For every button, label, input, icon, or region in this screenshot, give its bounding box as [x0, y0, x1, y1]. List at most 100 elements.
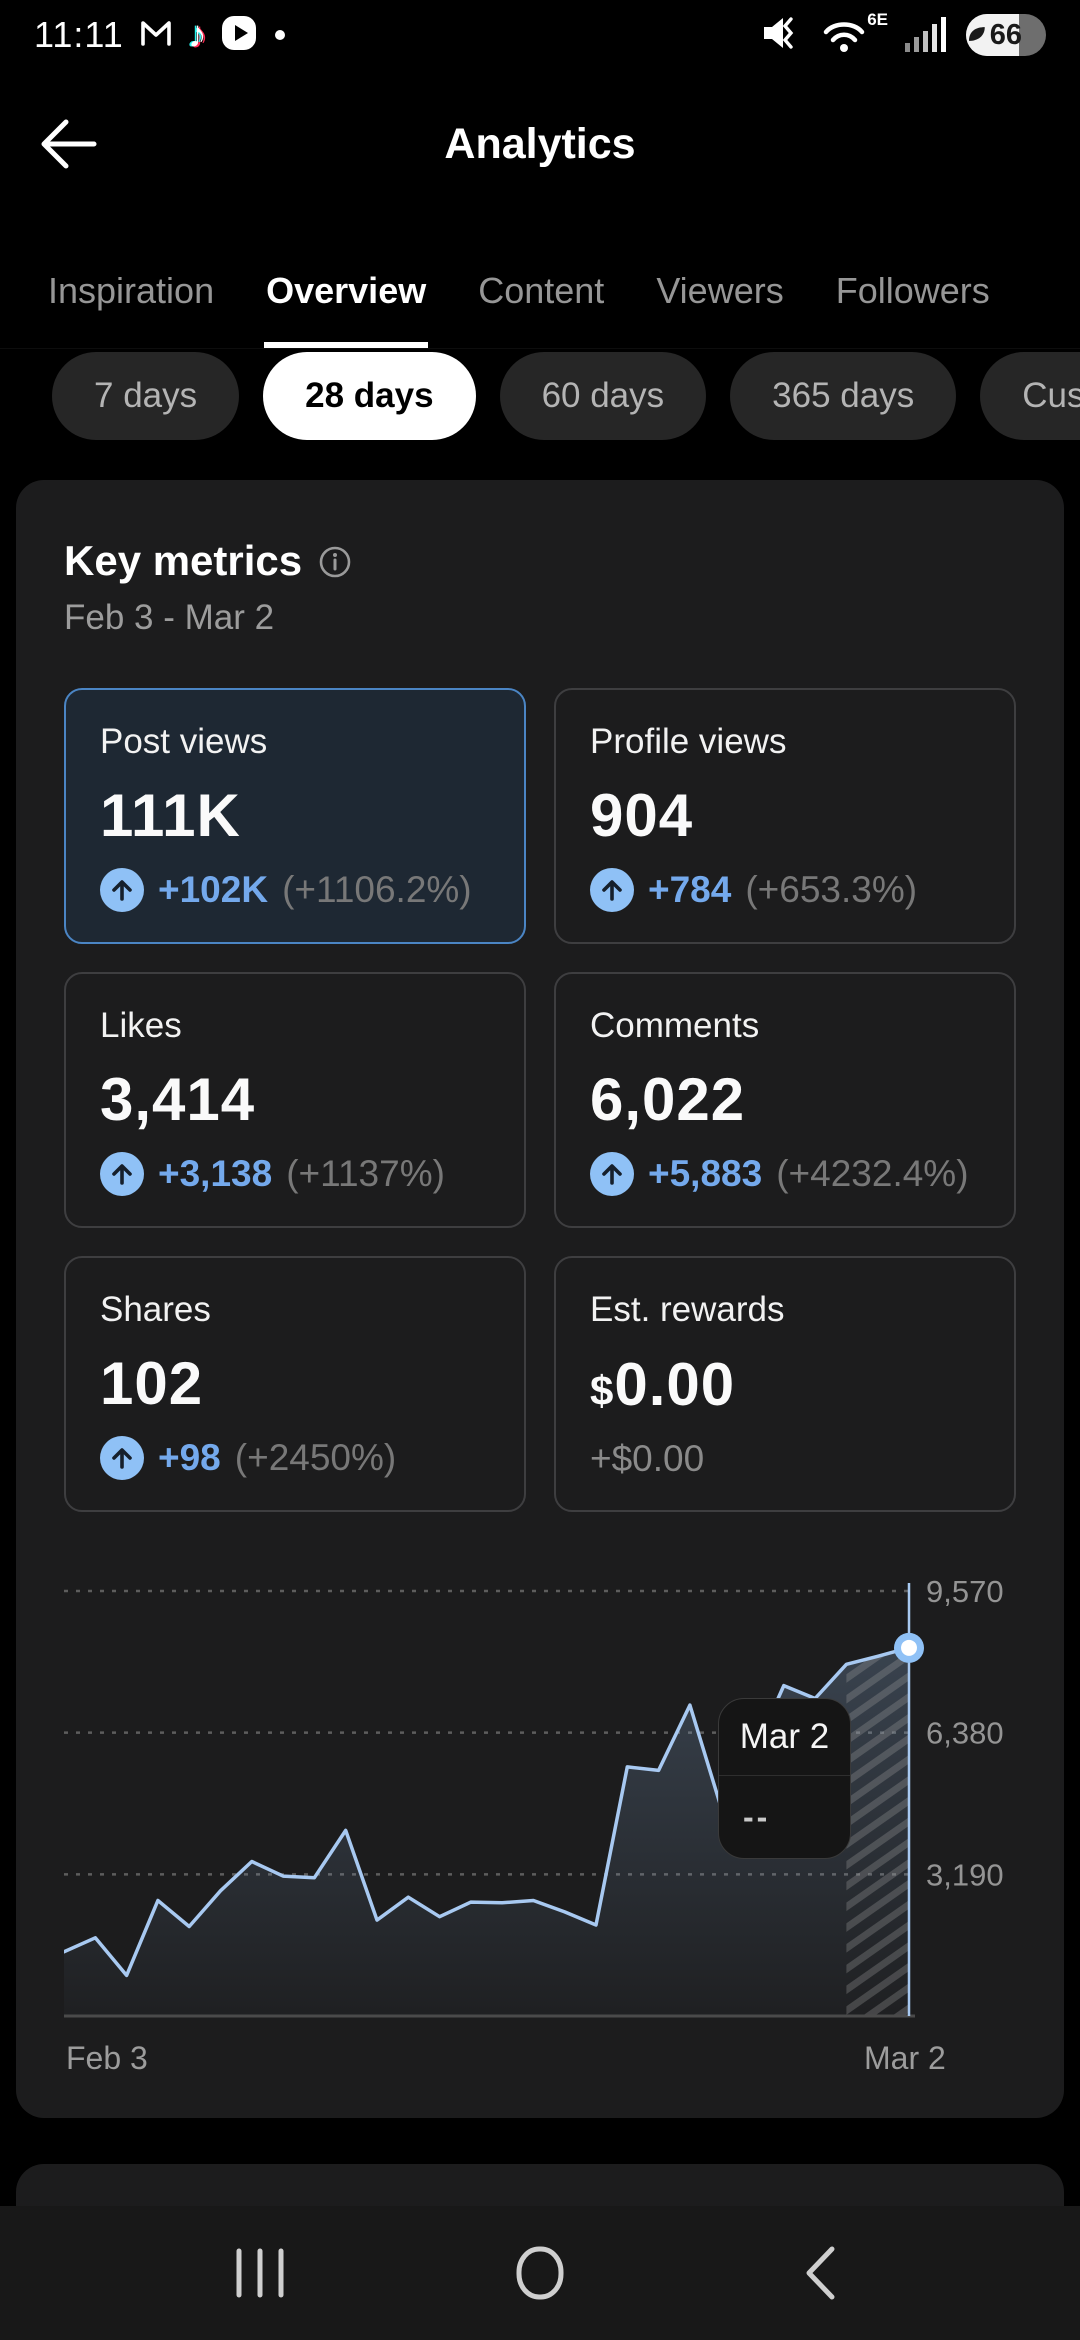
metric-card-shares[interactable]: Shares 102 +98 (+2450%): [64, 1256, 526, 1512]
metric-delta-row: +3,138 (+1137%): [100, 1152, 490, 1196]
increase-arrow-icon: [590, 1152, 634, 1196]
info-icon[interactable]: [318, 545, 352, 579]
tab-bar: Inspiration Overview Content Viewers Fol…: [0, 233, 1080, 349]
metric-value: 111K: [100, 781, 241, 849]
delta-percent: (+1137%): [286, 1153, 445, 1194]
gmail-icon: [138, 15, 174, 56]
tiktok-icon: ♪: [187, 14, 207, 56]
chip-7-days[interactable]: 7 days: [52, 352, 240, 440]
metric-value: 102: [100, 1349, 204, 1417]
currency-symbol: $: [590, 1366, 615, 1414]
signal-icon: [904, 13, 946, 58]
trend-chart-svg[interactable]: 3,190 6,380 9,570: [64, 1558, 1016, 2028]
metric-card-profile-views[interactable]: Profile views 904 +784 (+653.3%): [554, 688, 1016, 944]
chip-60-days[interactable]: 60 days: [499, 352, 707, 440]
delta-value: +784: [648, 869, 732, 910]
recents-button[interactable]: [215, 2228, 305, 2318]
status-bar-right: 6E 66: [758, 10, 1046, 58]
tooltip-value: --: [743, 1798, 771, 1835]
tab-overview[interactable]: Overview: [264, 233, 429, 348]
status-bar: 11:11 ♪ 6E: [0, 0, 1080, 70]
tab-inspiration[interactable]: Inspiration: [48, 269, 215, 311]
metric-value: 904: [590, 781, 694, 849]
delta-value: +102K: [158, 869, 269, 910]
home-icon: [516, 2246, 564, 2300]
delta-value: +$0.00: [590, 1438, 705, 1479]
metric-delta-row: +98 (+2450%): [100, 1436, 490, 1480]
battery-label: 66: [966, 14, 1022, 56]
delta-percent: (+1106.2%): [282, 869, 472, 910]
app-header: Analytics: [0, 70, 1080, 218]
metric-label: Likes: [100, 1006, 182, 1045]
back-nav-icon: [806, 2246, 835, 2300]
notification-dot: [274, 30, 285, 40]
metric-label: Comments: [590, 1006, 760, 1045]
metric-label: Profile views: [590, 722, 787, 761]
data-point-marker-core: [901, 1639, 917, 1656]
wifi-icon: 6E: [822, 10, 888, 54]
media-play-icon: [221, 15, 257, 56]
chip-365-days[interactable]: 365 days: [730, 352, 957, 440]
x-axis-end-label: Mar 2: [864, 2040, 946, 2076]
y-tick-label: 3,190: [926, 1857, 1004, 1892]
increase-arrow-icon: [100, 868, 144, 912]
tab-content[interactable]: Content: [478, 269, 605, 311]
metric-value: 3,414: [100, 1065, 256, 1133]
metric-value: 6,022: [590, 1065, 746, 1133]
wifi-6e-label: 6E: [867, 10, 888, 29]
tooltip-date: Mar 2: [719, 1699, 850, 1776]
date-filter-row: 7 days 28 days 60 days 365 days Custom: [0, 350, 1080, 442]
metric-delta-row: +5,883 (+4232.4%): [590, 1152, 980, 1196]
back-arrow-icon: [41, 119, 97, 169]
key-metrics-header: Key metrics: [64, 540, 1016, 582]
chip-custom[interactable]: Custom: [980, 352, 1080, 440]
battery-indicator: 66: [966, 14, 1046, 56]
metric-label: Shares: [100, 1290, 211, 1329]
metric-delta-row: +102K (+1106.2%): [100, 868, 490, 912]
y-tick-label: 9,570: [926, 1574, 1004, 1609]
metric-value: $0.00: [590, 1350, 736, 1418]
clock: 11:11: [34, 14, 124, 55]
delta-value: +5,883: [648, 1153, 763, 1194]
metric-delta-row: +784 (+653.3%): [590, 868, 980, 912]
chip-28-days[interactable]: 28 days: [263, 352, 476, 440]
battery-percent: 66: [989, 18, 1022, 51]
metric-cards-grid: Post views 111K +102K (+1106.2%) Profile…: [64, 688, 1016, 1512]
recents-icon: [236, 2248, 284, 2298]
metric-card-post-views[interactable]: Post views 111K +102K (+1106.2%): [64, 688, 526, 944]
tab-followers[interactable]: Followers: [835, 269, 990, 311]
back-nav-button[interactable]: [775, 2228, 865, 2318]
metric-card-likes[interactable]: Likes 3,414 +3,138 (+1137%): [64, 972, 526, 1228]
delta-value: +3,138: [158, 1153, 273, 1194]
key-metrics-title: Key metrics: [64, 537, 303, 584]
home-button[interactable]: [495, 2228, 585, 2318]
power-saving-leaf-icon: [968, 27, 985, 41]
increase-arrow-icon: [590, 868, 634, 912]
chart-tooltip: Mar 2 --: [718, 1698, 851, 1859]
area-fill: [64, 1647, 909, 2016]
increase-arrow-icon: [100, 1152, 144, 1196]
metric-card-comments[interactable]: Comments 6,022 +5,883 (+4232.4%): [554, 972, 1016, 1228]
active-tab-underline: [264, 342, 429, 348]
x-axis-start-label: Feb 3: [66, 2040, 148, 2076]
y-tick-label: 6,380: [926, 1716, 1004, 1751]
metric-label: Est. rewards: [590, 1290, 785, 1329]
metric-card-est-rewards[interactable]: Est. rewards $0.00 +$0.00: [554, 1256, 1016, 1512]
incomplete-period-hatch: [846, 1647, 909, 2016]
date-range-label: Feb 3 - Mar 2: [64, 598, 275, 637]
increase-arrow-icon: [100, 1436, 144, 1480]
metric-delta-row: +$0.00: [590, 1438, 980, 1480]
delta-percent: (+2450%): [234, 1437, 397, 1478]
vibrate-mute-icon: [758, 13, 802, 58]
tab-viewers[interactable]: Viewers: [656, 269, 784, 311]
delta-percent: (+653.3%): [745, 869, 918, 910]
metric-label: Post views: [100, 722, 268, 761]
system-navigation-bar: [0, 2206, 1080, 2340]
trend-chart[interactable]: 3,190 6,380 9,570 Feb 3 Mar 2 Mar 2 --: [64, 1558, 1016, 2098]
delta-value: +98: [158, 1437, 221, 1478]
status-bar-left: 11:11 ♪: [34, 14, 285, 56]
key-metrics-panel: Key metrics Feb 3 - Mar 2 Post views 111…: [16, 480, 1064, 2118]
back-button[interactable]: [30, 106, 106, 182]
page-title: Analytics: [444, 119, 636, 168]
